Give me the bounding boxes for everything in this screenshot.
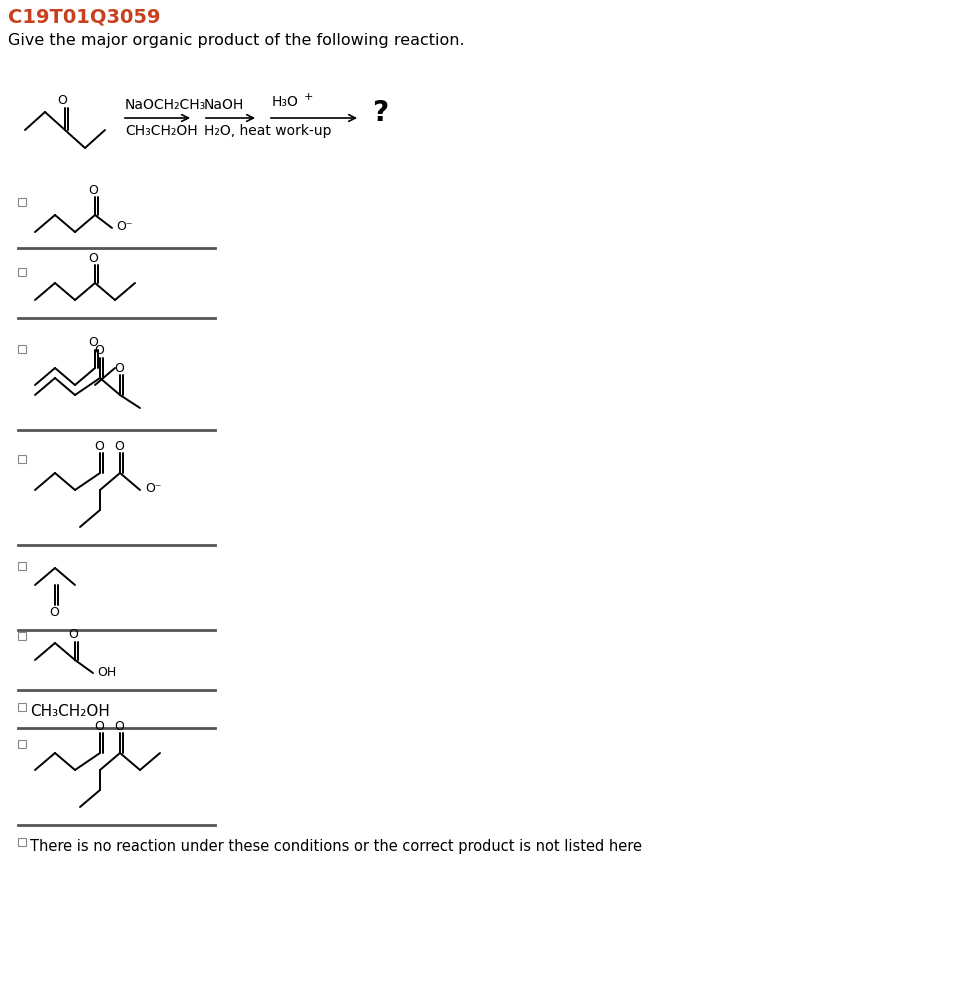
Bar [18,455,26,463]
Text: O: O [94,719,104,733]
Bar [18,740,26,748]
Text: NaOH: NaOH [204,98,245,112]
Text: There is no reaction under these conditions or the correct product is not listed: There is no reaction under these conditi… [30,839,642,855]
Text: O: O [114,439,124,452]
Text: O: O [88,251,98,265]
Text: O: O [88,337,98,350]
Text: OH: OH [97,666,116,679]
Text: C19T01Q3059: C19T01Q3059 [8,8,161,27]
Text: O: O [114,719,124,733]
Text: O: O [88,183,98,196]
Text: H₂O, heat work-up: H₂O, heat work-up [204,124,332,138]
Text: CH₃CH₂OH: CH₃CH₂OH [30,704,110,719]
Text: +: + [304,92,313,102]
Bar [18,562,26,570]
Text: O: O [94,345,104,358]
Text: O⁻: O⁻ [145,483,162,495]
Text: O: O [68,628,78,641]
Text: O: O [58,95,67,107]
Bar [18,838,26,846]
Text: O: O [114,361,124,374]
Text: NaOCH₂CH₃: NaOCH₂CH₃ [125,98,207,112]
Bar [18,703,26,711]
Text: Give the major organic product of the following reaction.: Give the major organic product of the fo… [8,33,465,47]
Text: O⁻: O⁻ [116,221,133,233]
Text: ?: ? [372,99,388,127]
Bar [18,632,26,640]
Bar [18,345,26,353]
Bar [18,198,26,206]
Text: O: O [49,607,58,620]
Text: H₃O: H₃O [272,95,299,109]
Text: O: O [94,439,104,452]
Bar [18,268,26,276]
Text: CH₃CH₂OH: CH₃CH₂OH [125,124,198,138]
